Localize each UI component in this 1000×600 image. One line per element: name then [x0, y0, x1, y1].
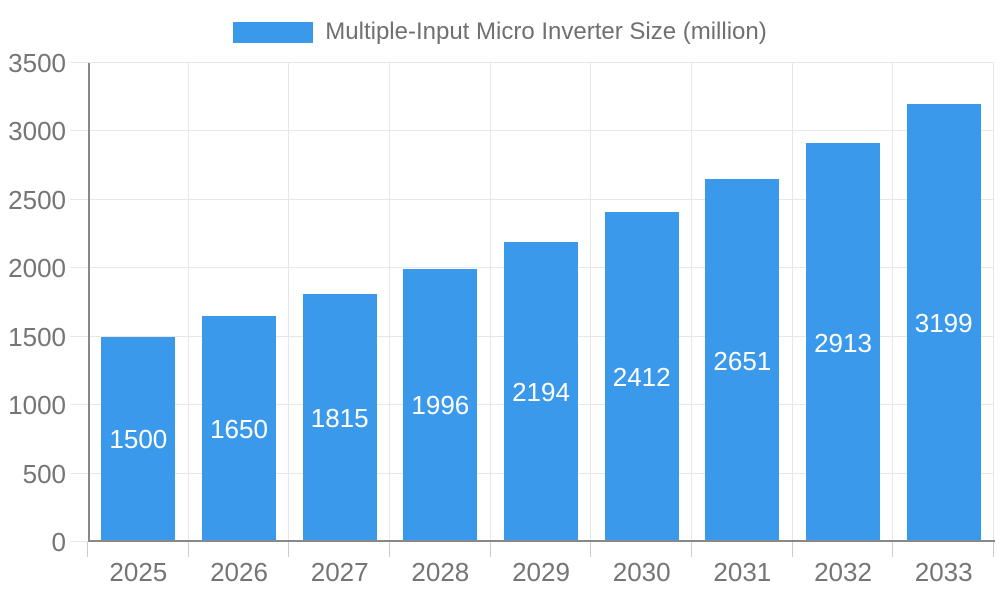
y-axis-tick-label: 2500 [8, 184, 66, 215]
bar-2029[interactable]: 2194 [504, 241, 578, 542]
y-axis-tick-label: 1000 [8, 390, 66, 421]
gridline-horizontal [70, 198, 994, 200]
gridline-horizontal [70, 62, 994, 63]
x-axis-tick-label: 2028 [411, 557, 470, 587]
bar-value-label: 1500 [109, 424, 168, 455]
x-axis-tick-label: 2025 [109, 557, 168, 587]
x-axis-tick [388, 542, 390, 557]
x-axis-line [88, 540, 995, 542]
x-axis-tick [590, 542, 592, 557]
bar-value-label: 3199 [914, 308, 973, 339]
x-axis-tick-label: 2026 [210, 557, 268, 587]
bar-2026[interactable]: 1650 [201, 316, 276, 542]
gridline-vertical [690, 63, 692, 542]
x-axis-tick [288, 542, 290, 557]
bar-value-label: 2651 [713, 345, 772, 376]
gridline-vertical [489, 63, 491, 542]
x-axis-tick [187, 542, 189, 557]
x-axis-tick-label: 2033 [914, 557, 973, 587]
bar-2028[interactable]: 1996 [403, 268, 478, 542]
x-axis-tick-label: 2030 [612, 557, 671, 587]
x-axis-tick-label: 2027 [310, 557, 369, 587]
bar-value-label: 1815 [310, 402, 369, 433]
x-axis-tick-label: 2031 [713, 557, 772, 587]
plot-area: 1500 1650 1815 1996 2194 2412 2651 2913 3199 [70, 62, 995, 557]
gridline-vertical [388, 63, 390, 542]
x-axis-tick [892, 542, 894, 557]
gridline-vertical [892, 63, 894, 542]
y-axis-tick-label: 3500 [8, 48, 66, 78]
legend-swatch [233, 21, 314, 43]
y-axis-line [88, 63, 90, 542]
x-axis-tick [489, 542, 491, 557]
bar-value-label: 2412 [612, 361, 671, 392]
gridline-horizontal [70, 130, 994, 132]
y-axis-tick-label: 0 [51, 527, 66, 557]
y-axis-tick-label: 2000 [8, 253, 66, 284]
gridline-vertical [187, 63, 189, 542]
y-axis-tick-label: 1500 [8, 321, 66, 352]
bar-value-label: 1996 [411, 390, 470, 421]
x-axis-tick [690, 542, 692, 557]
legend-item[interactable]: Multiple-Input Micro Inverter Size (mill… [0, 18, 1000, 46]
bar-2025[interactable]: 1500 [101, 336, 176, 542]
y-axis-tick-label: 500 [22, 458, 66, 489]
gridline-vertical [791, 63, 793, 542]
bar-2027[interactable]: 1815 [302, 293, 377, 542]
x-axis-tick-label: 2029 [512, 557, 570, 587]
gridline-vertical [590, 63, 592, 542]
y-axis-tick-label: 3000 [8, 116, 66, 147]
bar-2032[interactable]: 2913 [806, 143, 880, 542]
x-axis-labels: 2025 2026 2027 2028 2029 2030 2031 2032 2033 [88, 557, 994, 589]
gridline-vertical [993, 63, 994, 542]
bar-2030[interactable]: 2412 [604, 211, 679, 542]
bar-2033[interactable]: 3199 [906, 104, 981, 542]
y-axis-labels: 0 500 1000 1500 2000 2500 3000 3500 [0, 50, 66, 555]
x-axis-tick [87, 542, 88, 557]
x-axis-tick [791, 542, 793, 557]
bar-2031[interactable]: 2651 [705, 179, 780, 542]
bar-value-label: 2913 [814, 327, 872, 358]
gridline-vertical [288, 63, 290, 542]
x-axis-tick-label: 2032 [814, 557, 872, 587]
bar-value-label: 2194 [512, 376, 570, 407]
bar-value-label: 1650 [210, 414, 268, 445]
legend-label: Multiple-Input Micro Inverter Size (mill… [325, 18, 767, 45]
x-axis-tick [993, 542, 994, 557]
